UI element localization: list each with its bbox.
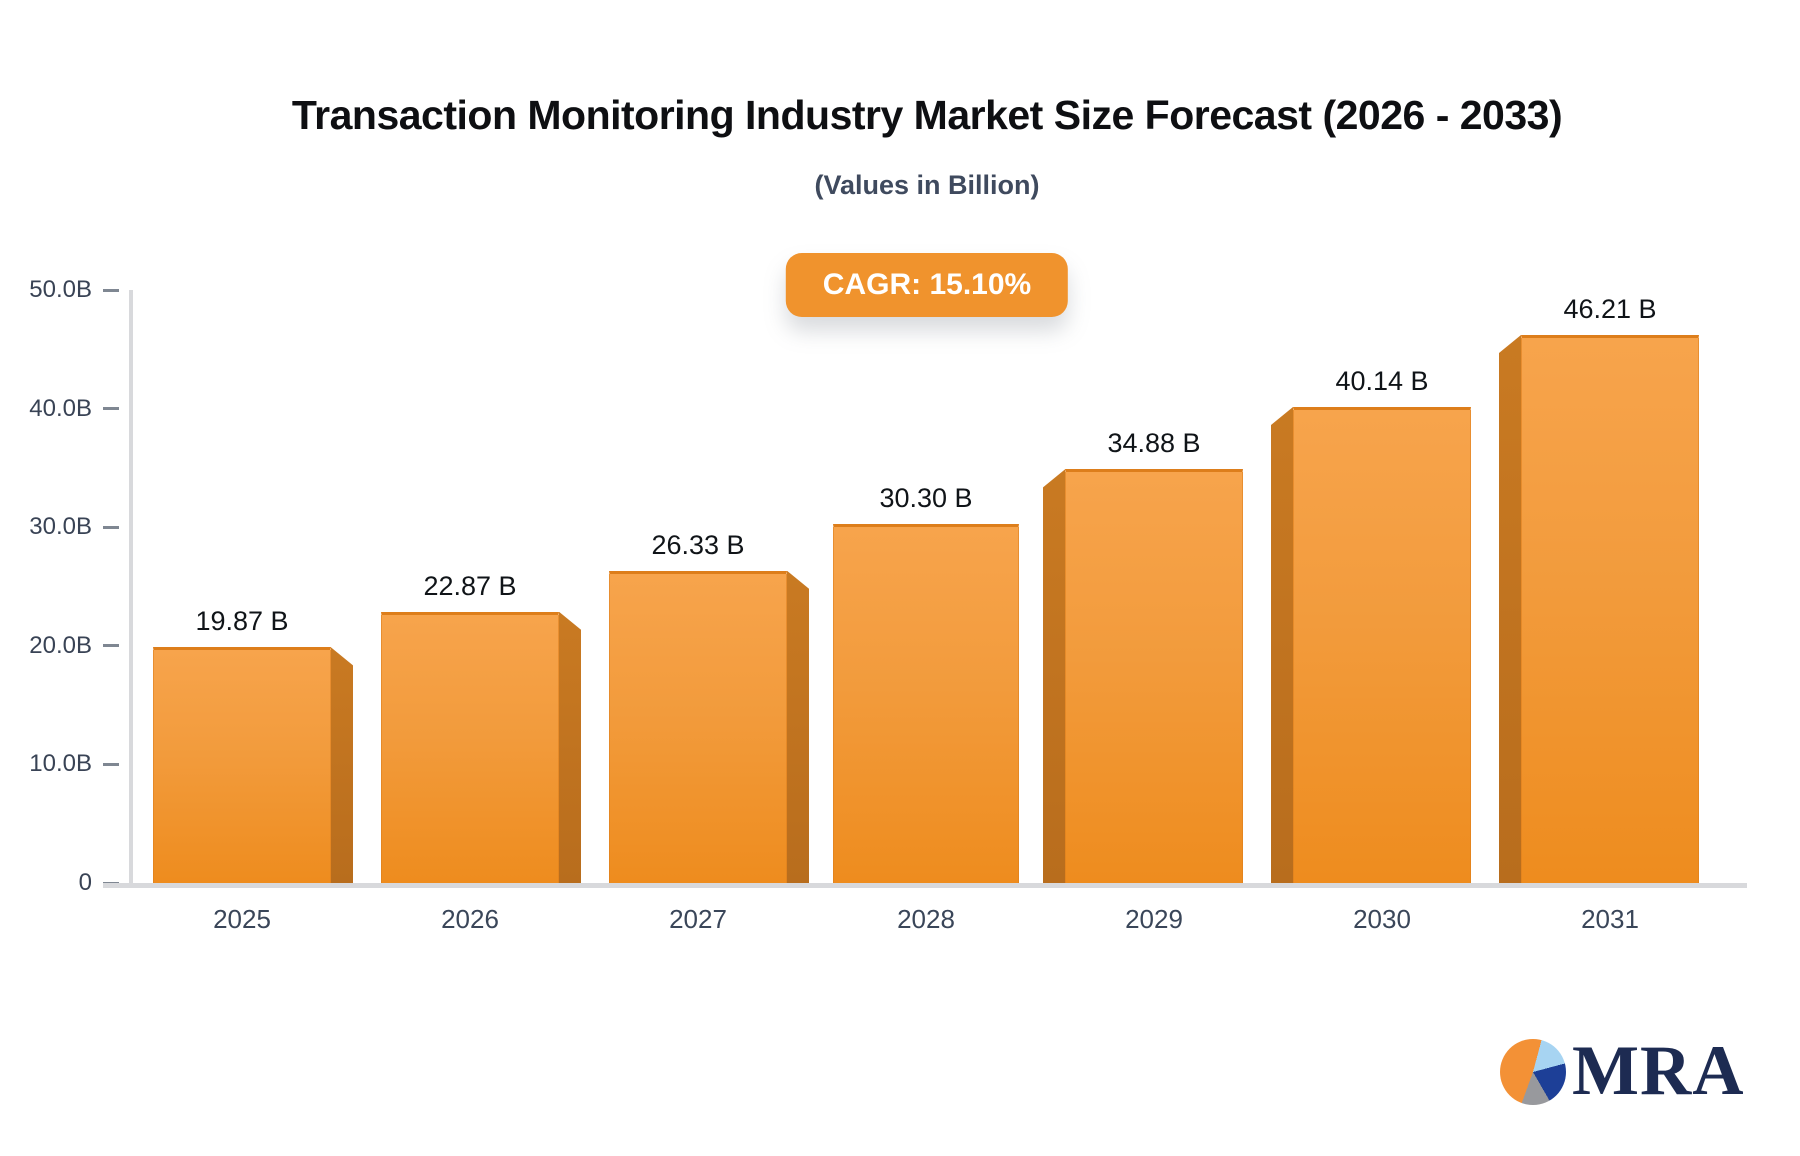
bar-value-label: 46.21 B xyxy=(1563,293,1657,324)
bar xyxy=(381,611,559,883)
x-axis-label: 2026 xyxy=(441,904,499,934)
y-axis-tick xyxy=(103,288,119,292)
bar xyxy=(153,647,331,883)
bar-3d-side xyxy=(787,570,809,883)
bar xyxy=(609,570,787,883)
y-axis-tick xyxy=(103,407,119,411)
logo-text: MRA xyxy=(1572,1032,1745,1110)
bar-value-label: 40.14 B xyxy=(1335,365,1429,396)
bar xyxy=(833,523,1019,883)
bar-3d-side xyxy=(1043,469,1065,883)
bar-value-label: 19.87 B xyxy=(195,606,289,637)
bar-value-label: 22.87 B xyxy=(423,570,517,601)
y-axis-label: 50.0B xyxy=(29,276,92,303)
bar-3d-side xyxy=(559,611,581,883)
bar-3d-side xyxy=(331,647,353,883)
bar-3d-side xyxy=(1499,334,1521,883)
y-axis-tick xyxy=(103,762,119,766)
y-axis-line xyxy=(129,290,133,888)
bar xyxy=(1065,469,1243,883)
bar-value-label: 30.30 B xyxy=(879,482,973,513)
bar-value-label: 34.88 B xyxy=(1107,428,1201,459)
y-axis-tick xyxy=(103,644,119,648)
chart-subtitle: (Values in Billion) xyxy=(814,170,1040,200)
y-axis-label: 10.0B xyxy=(29,750,92,778)
bar xyxy=(1521,334,1699,883)
y-axis-tick xyxy=(103,525,119,529)
x-axis-line xyxy=(103,883,1747,888)
x-axis-label: 2025 xyxy=(213,904,271,934)
pie-chart-icon xyxy=(1500,1038,1566,1105)
x-axis-label: 2027 xyxy=(669,904,727,934)
bar-value-label: 26.33 B xyxy=(651,529,745,560)
bar-3d-side xyxy=(1271,406,1293,883)
y-axis-label: 30.0B xyxy=(29,513,92,541)
bar xyxy=(1293,406,1471,883)
y-axis-label: 0 xyxy=(78,869,92,896)
x-axis-label: 2031 xyxy=(1581,904,1639,934)
y-axis-label: 20.0B xyxy=(29,631,92,659)
y-axis-label: 40.0B xyxy=(29,394,92,422)
chart-title: Transaction Monitoring Industry Market S… xyxy=(291,92,1563,138)
mra-logo: MRA xyxy=(1500,1036,1745,1107)
x-axis-label: 2030 xyxy=(1353,904,1411,934)
x-axis-label: 2029 xyxy=(1125,904,1183,934)
x-axis-label: 2028 xyxy=(897,904,955,934)
cagr-badge: CAGR: 15.10% xyxy=(785,253,1069,317)
